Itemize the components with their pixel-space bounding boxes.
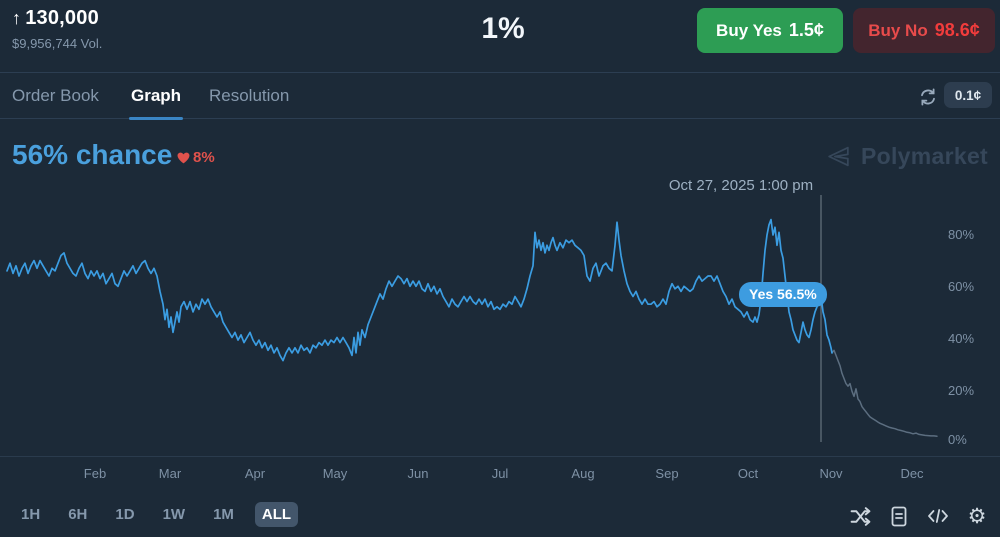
tab-bar: Order Book Graph Resolution bbox=[0, 72, 1000, 120]
x-axis-tick: Mar bbox=[158, 466, 182, 481]
change-indicator: 8% bbox=[177, 149, 215, 166]
buy-yes-label: Buy Yes bbox=[716, 20, 782, 40]
y-axis-tick: 20% bbox=[948, 383, 975, 398]
shuffle-icon[interactable] bbox=[849, 505, 871, 527]
x-axis-tick: Aug bbox=[571, 466, 595, 481]
market-price: ↑ 130,000 bbox=[12, 7, 102, 30]
x-axis-tick: Sep bbox=[655, 466, 679, 481]
price-chart[interactable] bbox=[0, 183, 945, 445]
polymarket-logo-icon bbox=[828, 146, 849, 167]
x-axis-tick: Apr bbox=[244, 466, 266, 481]
chart-tools: ⚙ bbox=[849, 505, 988, 527]
y-axis-tick: 60% bbox=[948, 279, 975, 294]
x-axis-tick: May bbox=[322, 466, 348, 481]
y-axis-tick: 40% bbox=[948, 331, 975, 346]
code-icon[interactable] bbox=[927, 505, 949, 527]
watermark-brand: Polymarket bbox=[860, 143, 988, 169]
x-axis-line bbox=[0, 456, 1000, 457]
price-value: 130,000 bbox=[25, 7, 99, 29]
range-1m-button[interactable]: 1M bbox=[206, 502, 241, 527]
y-axis-tick: 80% bbox=[948, 227, 975, 242]
watermark: Polymarket bbox=[825, 143, 988, 170]
range-1w-button[interactable]: 1W bbox=[156, 502, 193, 527]
y-axis-tick: 0% bbox=[948, 432, 967, 447]
x-axis-tick: Dec bbox=[900, 466, 924, 481]
refresh-icon[interactable] bbox=[918, 87, 938, 107]
range-all-button[interactable]: ALL bbox=[254, 502, 299, 527]
tab-resolution[interactable]: Resolution bbox=[209, 86, 290, 105]
gear-icon[interactable]: ⚙ bbox=[967, 504, 987, 528]
buy-yes-price: 1.5¢ bbox=[788, 20, 824, 40]
range-1h-button[interactable]: 1H bbox=[14, 502, 47, 527]
chance-title: 56% chance bbox=[12, 139, 173, 170]
price-line bbox=[6, 218, 833, 362]
x-axis-tick: Oct bbox=[737, 466, 759, 481]
price-tooltip-badge: Yes 56.5% bbox=[739, 282, 827, 308]
x-axis-tick: Feb bbox=[83, 466, 107, 481]
buy-no-price: 98.6¢ bbox=[934, 20, 980, 40]
x-axis-tick: Jun bbox=[407, 466, 429, 481]
up-arrow-icon: ↑ bbox=[12, 8, 22, 28]
market-price-block: ↑ 130,000 $9,956,744 Vol. bbox=[12, 7, 102, 51]
buy-no-button[interactable]: Buy No 98.6¢ bbox=[853, 8, 995, 53]
volume-label: $9,956,744 Vol. bbox=[12, 36, 103, 51]
document-icon[interactable] bbox=[888, 505, 910, 527]
x-axis-tick: Nov bbox=[819, 466, 843, 481]
x-axis-tick: Jul bbox=[491, 466, 509, 481]
time-range-group: 1H 6H 1D 1W 1M ALL bbox=[14, 502, 299, 527]
header-percent: 1% bbox=[481, 12, 525, 45]
range-1d-button[interactable]: 1D bbox=[108, 502, 141, 527]
tab-order-book[interactable]: Order Book bbox=[12, 86, 99, 105]
range-6h-button[interactable]: 6H bbox=[61, 502, 94, 527]
tick-size-button[interactable]: 0.1¢ bbox=[944, 82, 992, 108]
price-line-after-cursor bbox=[831, 349, 938, 437]
buy-yes-button[interactable]: Buy Yes 1.5¢ bbox=[697, 8, 843, 53]
cursor-date-label: Oct 27, 2025 1:00 pm bbox=[668, 177, 814, 194]
change-down-icon bbox=[177, 152, 190, 163]
change-percent: 8% bbox=[193, 149, 215, 166]
buy-no-label: Buy No bbox=[868, 20, 928, 40]
tab-graph[interactable]: Graph bbox=[128, 73, 184, 120]
